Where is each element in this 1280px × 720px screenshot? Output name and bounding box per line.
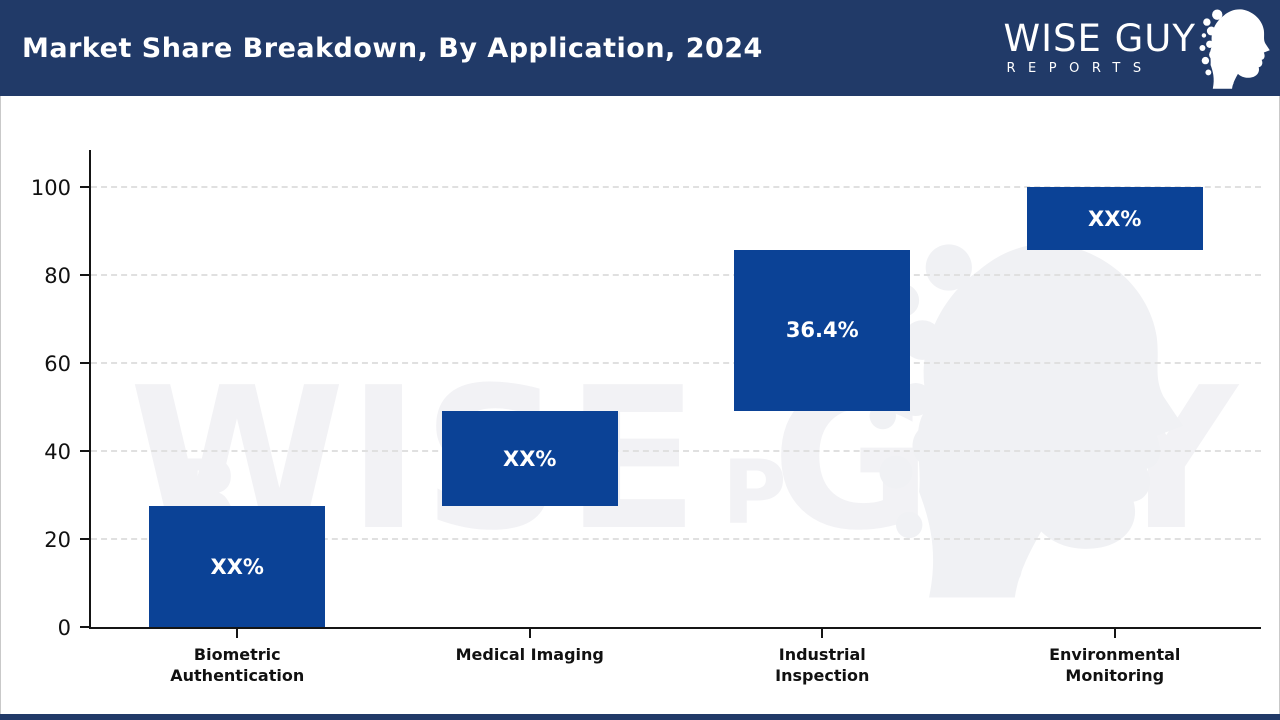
y-axis-tick-mark xyxy=(80,626,89,628)
y-axis-tick-mark xyxy=(80,538,89,540)
header-banner: Market Share Breakdown, By Application, … xyxy=(0,0,1280,96)
bar-value-label: 36.4% xyxy=(785,318,859,343)
x-axis-tick-mark xyxy=(1113,629,1116,638)
bar-medical-imaging: XX% xyxy=(441,410,618,507)
gridline-60 xyxy=(91,362,1261,364)
y-axis-tick-mark xyxy=(80,450,89,452)
y-axis-tick-mark xyxy=(80,186,89,188)
x-axis-tick-mark xyxy=(821,629,824,638)
bar-environmental-monitoring: XX% xyxy=(1026,187,1203,251)
gridline-80 xyxy=(91,274,1261,276)
bar-value-label: XX% xyxy=(503,446,557,471)
x-axis-tick-mark xyxy=(528,629,531,638)
y-axis-tick-label: 100 xyxy=(30,176,71,200)
chart-canvas: WISE GUY R E P O R T S 020406080100XX%Bi… xyxy=(0,96,1280,715)
x-axis-category-label: Environmental Monitoring xyxy=(1049,645,1181,686)
x-axis-category-label: Biometric Authentication xyxy=(170,645,305,686)
y-axis-tick-mark xyxy=(80,274,89,276)
gridline-20 xyxy=(91,538,1261,540)
logo-subtitle: REPORTS xyxy=(1006,61,1154,77)
footer-accent-bar xyxy=(0,714,1280,720)
y-axis-tick-label: 60 xyxy=(44,352,71,376)
y-axis-tick-label: 20 xyxy=(44,528,71,552)
logo-wordmark: WISE GUY xyxy=(1003,16,1196,60)
y-axis-tick-label: 80 xyxy=(44,264,71,288)
logo-head-icon xyxy=(1199,9,1270,89)
wise-guy-reports-logo: WISE GUY REPORTS xyxy=(1004,6,1272,90)
logo-text: WISE GUY REPORTS xyxy=(1003,16,1196,77)
chart-title: Market Share Breakdown, By Application, … xyxy=(22,32,763,64)
x-axis-category-label: Medical Imaging xyxy=(455,645,604,664)
x-axis-category-label: Industrial Inspection xyxy=(775,645,870,686)
x-axis-tick-mark xyxy=(236,629,239,638)
bar-industrial-inspection: 36.4% xyxy=(734,250,911,411)
gridline-40 xyxy=(91,450,1261,452)
gridline-100 xyxy=(91,186,1261,188)
bar-biometric-authentication: XX% xyxy=(149,506,326,627)
bar-value-label: XX% xyxy=(210,554,264,579)
y-axis-tick-label: 40 xyxy=(44,440,71,464)
y-axis-tick-mark xyxy=(80,362,89,364)
plot-area: 0 20 40 60 80 100 XX% Biometric Authentication X… xyxy=(31,150,1261,685)
y-axis-tick-label: 0 xyxy=(57,616,71,640)
bar-value-label: XX% xyxy=(1088,206,1142,231)
